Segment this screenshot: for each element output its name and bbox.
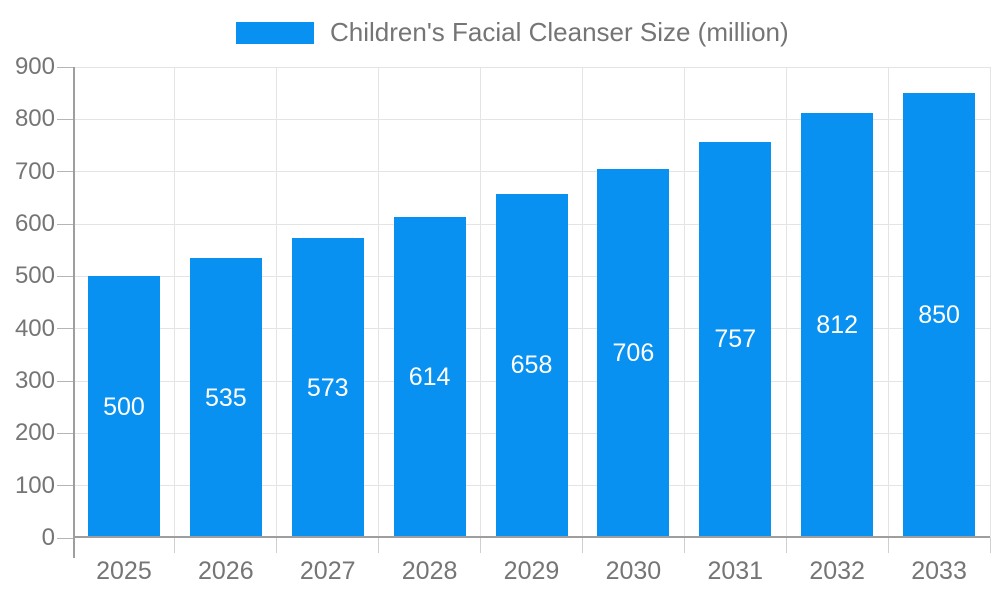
gridline-x-4 [480,67,482,538]
y-tick-500 [57,275,73,277]
bar-2025[interactable]: 500 [87,276,160,538]
x-tick-5 [581,538,583,553]
y-tick-600 [57,223,73,225]
x-axis-label-2032: 2032 [809,557,865,585]
gridline-y-700 [73,171,990,173]
x-axis-label-2030: 2030 [605,557,662,585]
x-axis-label-2025: 2025 [96,557,152,585]
bar-value-2033: 850 [918,301,960,330]
bar-2030[interactable]: 706 [597,168,670,538]
bar-value-2030: 706 [612,338,655,367]
x-tick-6 [683,538,685,553]
y-tick-800 [57,118,73,120]
legend-title: Children's Facial Cleanser Size (million… [330,17,789,47]
y-axis-label-400: 400 [14,314,55,342]
y-axis-label-100: 100 [14,471,55,499]
y-axis-label-800: 800 [14,105,55,133]
y-tick-400 [57,328,73,330]
bar-2027[interactable]: 573 [291,238,364,538]
gridline-y-900 [73,66,990,68]
gridline-x-8 [887,67,889,538]
bar-value-2025: 500 [103,392,145,421]
bar-2031[interactable]: 757 [699,141,772,538]
y-tick-900 [57,66,73,68]
bar-value-2026: 535 [204,383,247,412]
gridline-y-800 [73,118,990,120]
x-tick-9 [989,538,991,553]
legend-swatch [236,22,314,44]
gridline-x-1 [174,67,176,538]
y-axis-line [73,67,75,558]
y-axis-label-200: 200 [14,419,55,447]
x-axis-label-2031: 2031 [707,557,764,585]
gridline-x-2 [276,67,278,538]
x-axis-label-2033: 2033 [911,557,967,585]
plot-area: 500 535 573 614 658 706 757 812 850 [57,66,991,558]
x-axis-label-2028: 2028 [401,557,458,585]
bar-value-2028: 614 [408,362,451,391]
y-axis-label-0: 0 [41,524,55,551]
bar-2033[interactable]: 850 [903,93,976,538]
gridline-x-7 [785,67,787,538]
y-axis-label-500: 500 [14,262,55,290]
bar-2028[interactable]: 614 [393,216,466,538]
bar-value-2032: 812 [816,311,859,340]
bar-value-2031: 757 [714,325,757,354]
bar-2029[interactable]: 658 [495,193,568,538]
y-tick-700 [57,171,73,173]
x-axis-label-2027: 2027 [299,557,356,585]
gridline-x-3 [378,67,380,538]
bar-value-2027: 573 [306,373,349,402]
y-tick-300 [57,380,73,382]
gridline-x-9 [989,67,991,538]
x-axis-label-2026: 2026 [198,557,254,585]
gridline-x-5 [581,67,583,538]
x-tick-3 [378,538,380,553]
y-axis-label-700: 700 [14,157,55,185]
y-axis-label-300: 300 [14,367,55,394]
x-tick-4 [480,538,482,553]
y-axis-label-900: 900 [14,53,55,80]
x-tick-2 [276,538,278,553]
x-axis-line [73,536,990,538]
y-tick-0 [57,537,73,539]
bar-2032[interactable]: 812 [801,113,874,538]
bar-value-2029: 658 [510,351,553,380]
y-tick-200 [57,432,73,434]
x-tick-7 [785,538,787,553]
x-axis-label-2029: 2029 [503,557,560,585]
x-tick-8 [887,538,889,553]
bar-2026[interactable]: 535 [189,258,262,538]
x-tick-1 [174,538,176,553]
y-axis-label-600: 600 [14,210,55,237]
y-tick-100 [57,485,73,487]
gridline-x-6 [683,67,685,538]
